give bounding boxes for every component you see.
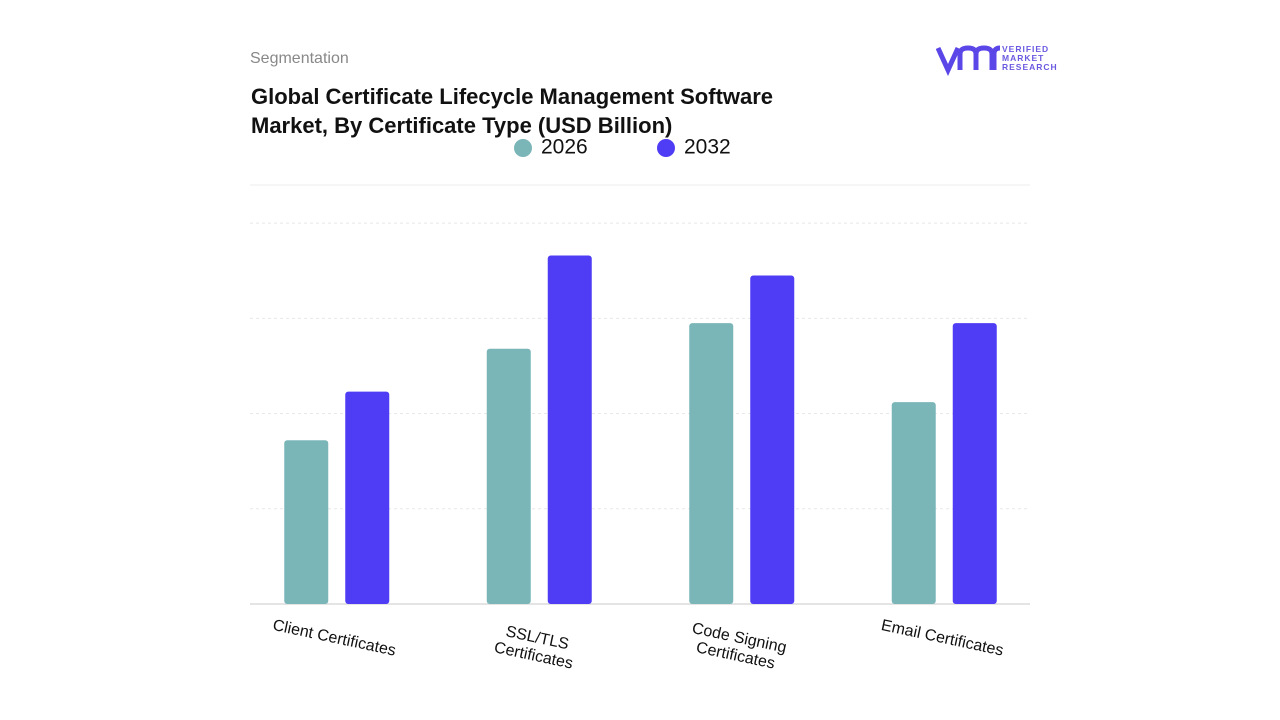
logo-text: RESEARCH: [1002, 62, 1058, 72]
logo: VERIFIED MARKET RESEARCH: [936, 44, 1058, 76]
bar: [689, 323, 734, 604]
legend-label: 2026: [541, 136, 588, 159]
logo-text: MARKET: [1002, 53, 1044, 63]
logo-mark: [936, 45, 1001, 76]
bar: [891, 402, 936, 604]
legend-marker: [514, 139, 532, 157]
logo-text: VERIFIED: [1002, 44, 1049, 54]
legend-label: 2032: [684, 136, 731, 159]
bar: [345, 391, 390, 604]
bar: [547, 255, 592, 604]
bar: [486, 348, 531, 604]
bar: [750, 275, 795, 604]
bar: [952, 323, 997, 604]
legend-marker: [657, 139, 675, 157]
subtitle: Segmentation: [250, 50, 349, 67]
chart-title: Global Certificate Lifecycle Management …: [251, 84, 774, 138]
bar: [284, 440, 329, 604]
